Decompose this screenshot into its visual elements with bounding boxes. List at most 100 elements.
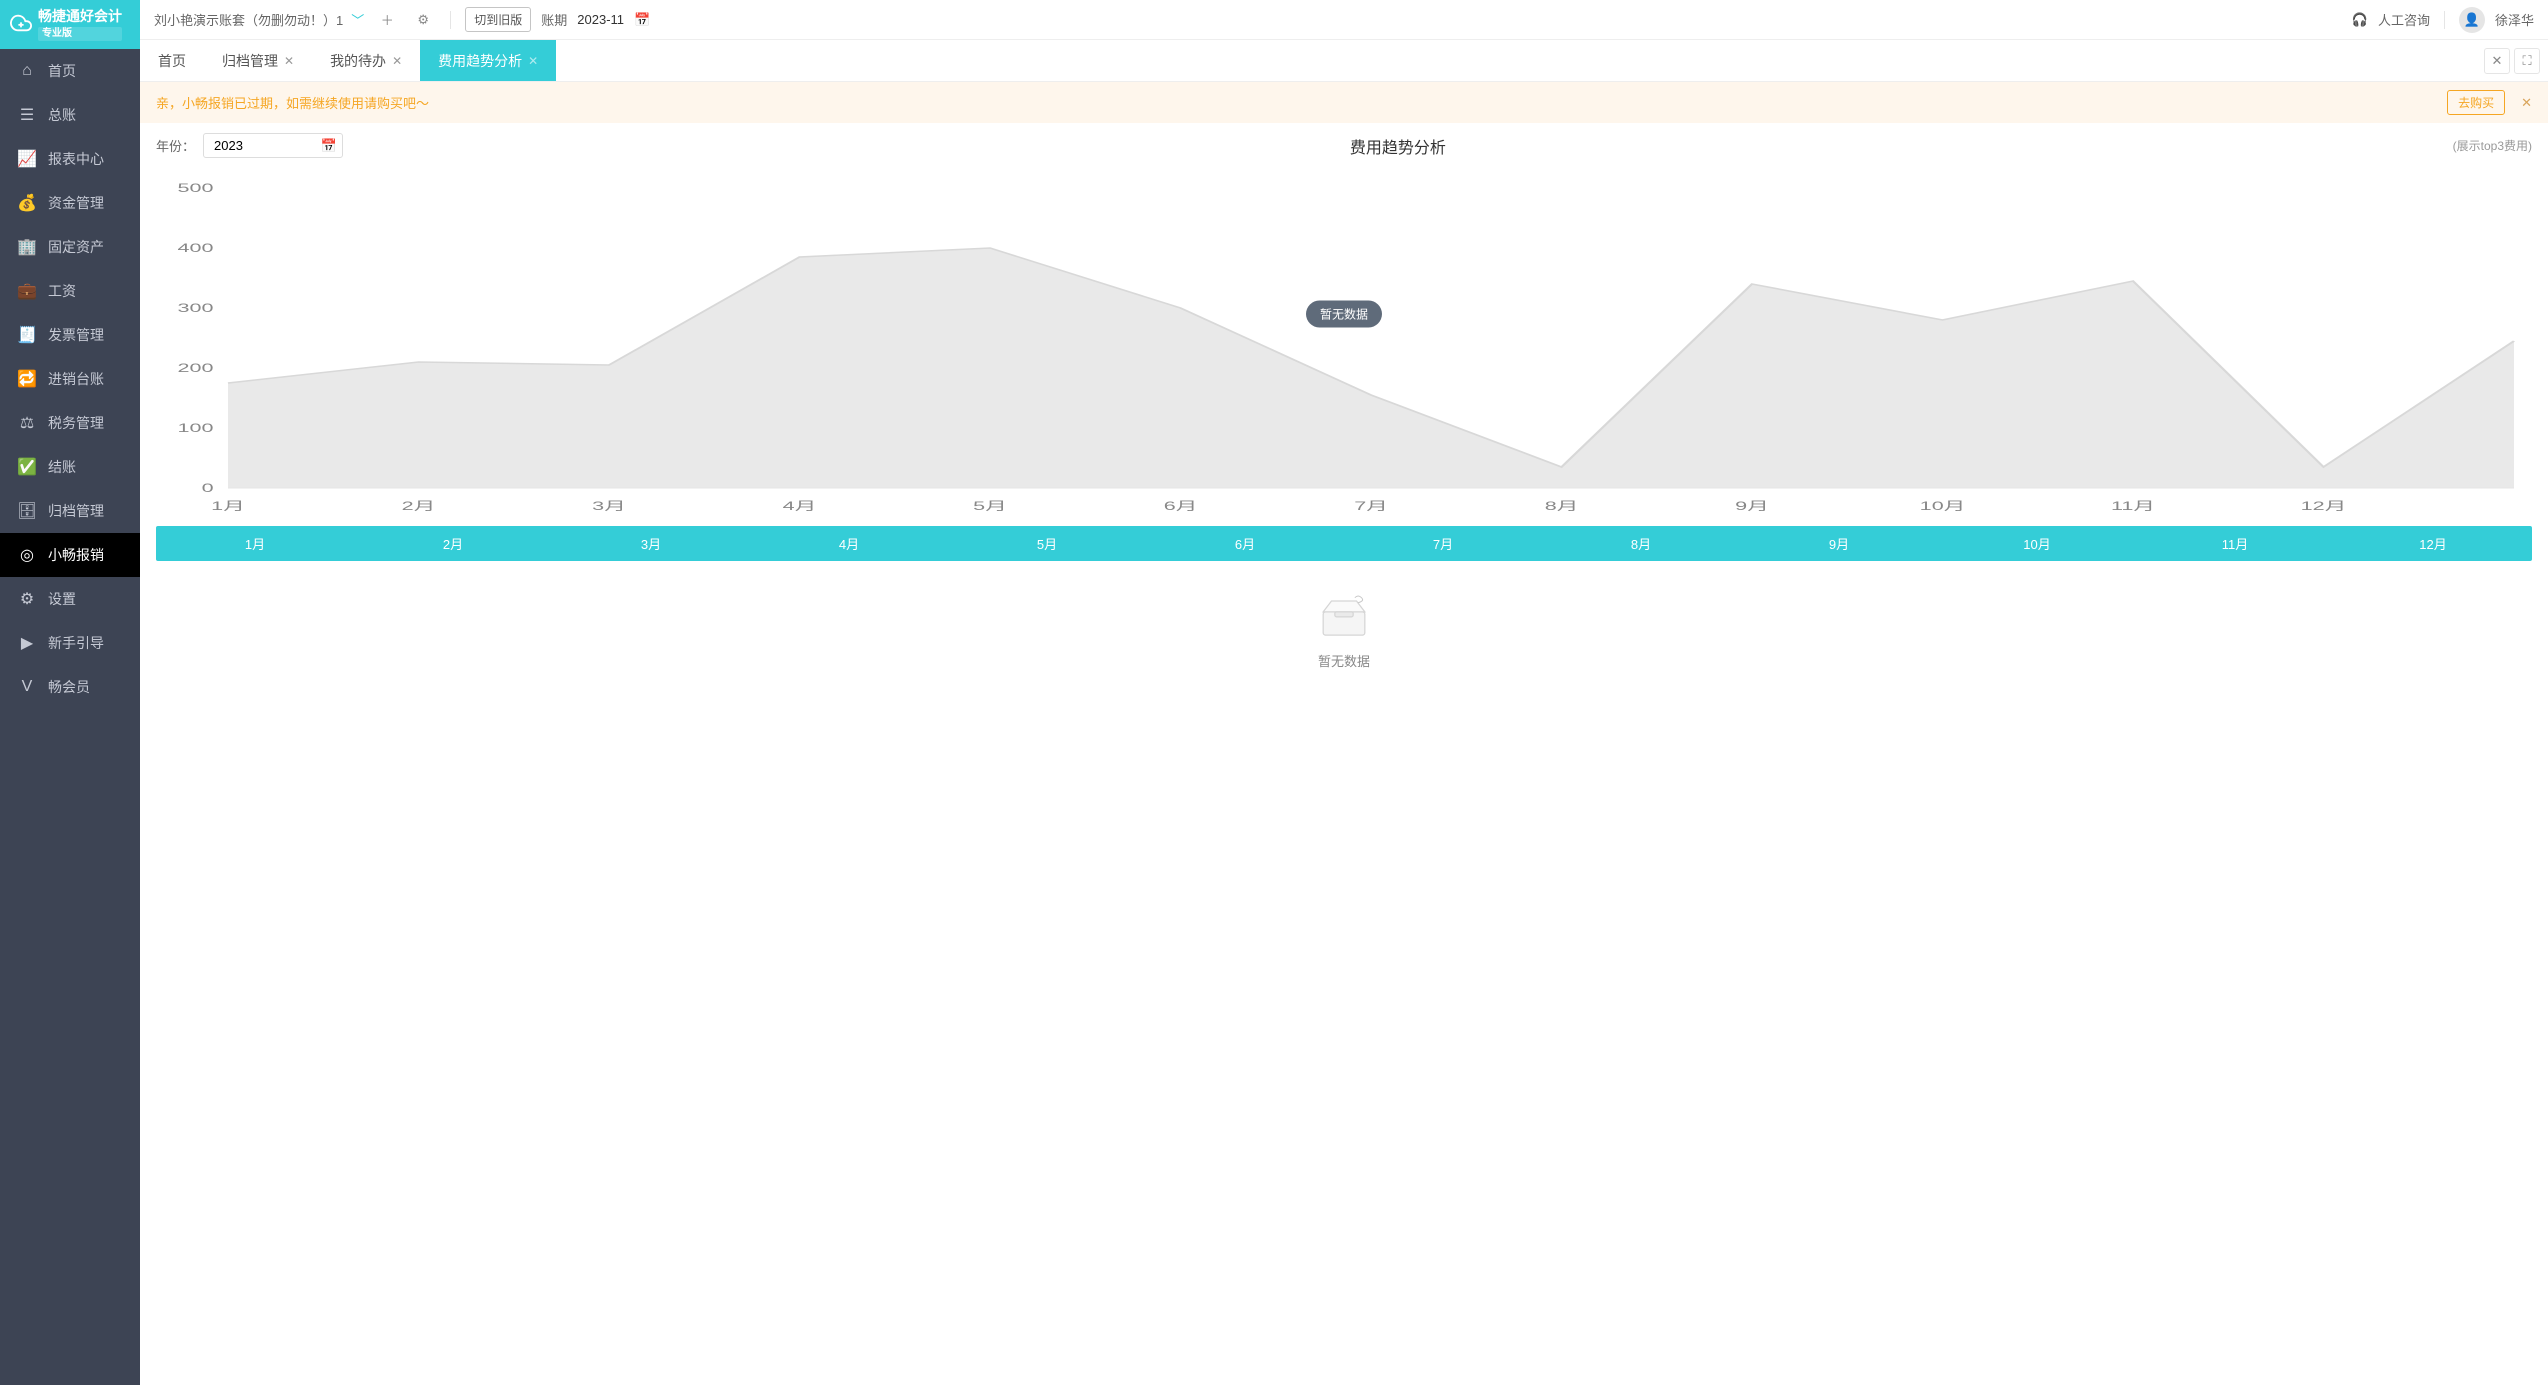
expand-icon: ⛶ (2522, 53, 2531, 69)
settings-icon: ⚙ (18, 590, 36, 608)
month-cell[interactable]: 11月 (2136, 526, 2334, 561)
account-selector[interactable]: 刘小艳演示账套（勿删勿动！）1 ﹀ (154, 10, 364, 29)
add-account-button[interactable]: ＋ (374, 7, 400, 33)
period-value[interactable]: 2023-11 (577, 12, 624, 27)
logo-text: 畅捷通好会计 (38, 8, 122, 25)
month-cell[interactable]: 10月 (1938, 526, 2136, 561)
sidebar-item-close-book[interactable]: ✅结账 (0, 445, 140, 489)
sidebar-item-label: 报表中心 (48, 149, 104, 169)
month-cell[interactable]: 4月 (750, 526, 948, 561)
sidebar-item-ledger[interactable]: ☰ 总账 (0, 93, 140, 137)
warning-close-button[interactable]: ✕ (2521, 95, 2532, 111)
logo: 畅捷通好会计 专业版 (0, 0, 140, 49)
report-icon: 📈 (18, 150, 36, 168)
sidebar-item-fund[interactable]: 💰资金管理 (0, 181, 140, 225)
sidebar-item-guide[interactable]: ▶新手引导 (0, 621, 140, 665)
vip-icon: V (18, 678, 36, 696)
sidebar-item-home[interactable]: ⌂ 首页 (0, 49, 140, 93)
logo-sub: 专业版 (38, 27, 122, 41)
sidebar-item-label: 首页 (48, 61, 76, 81)
svg-text:400: 400 (178, 241, 214, 255)
sidebar-item-settings[interactable]: ⚙ 设置 (0, 577, 140, 621)
sidebar-item-archive[interactable]: 🗄 归档管理 (0, 489, 140, 533)
svg-text:10月: 10月 (1920, 499, 1966, 513)
tab-close-button[interactable]: ✕ (528, 54, 538, 68)
svg-text:11月: 11月 (2111, 499, 2155, 513)
month-cell[interactable]: 7月 (1344, 526, 1542, 561)
avatar[interactable]: 👤 (2459, 7, 2485, 33)
svg-text:100: 100 (178, 421, 214, 435)
chart: 01002003004005001月2月3月4月5月6月7月8月9月10月11月… (156, 178, 2532, 518)
svg-text:8月: 8月 (1545, 499, 1579, 513)
svg-text:200: 200 (178, 361, 214, 375)
month-cell[interactable]: 3月 (552, 526, 750, 561)
tab[interactable]: 归档管理✕ (204, 40, 312, 81)
tab[interactable]: 费用趋势分析 ✕ (420, 40, 556, 81)
tab[interactable]: 首页 (140, 40, 204, 81)
sidebar-item-inout[interactable]: 🔁 进销台账 (0, 357, 140, 401)
svg-text:6月: 6月 (1164, 499, 1198, 513)
ledger-icon: ☰ (18, 106, 36, 124)
sidebar-item-label: 总账 (48, 105, 76, 125)
sidebar-item-salary[interactable]: 💼工资 (0, 269, 140, 313)
user-name[interactable]: 徐泽华 (2495, 10, 2534, 29)
month-cell[interactable]: 1月 (156, 526, 354, 561)
svg-text:3月: 3月 (592, 499, 626, 513)
svg-text:300: 300 (178, 301, 214, 315)
tab-close-button[interactable]: ✕ (284, 54, 294, 68)
close-icon: ✕ (2521, 95, 2532, 110)
month-cell[interactable]: 8月 (1542, 526, 1740, 561)
account-name: 刘小艳演示账套（勿删勿动！）1 (154, 10, 343, 29)
empty-state: 暂无数据 (156, 561, 2532, 690)
svg-text:0: 0 (202, 481, 214, 495)
month-cell[interactable]: 5月 (948, 526, 1146, 561)
sidebar-item-vip[interactable]: V畅会员 (0, 665, 140, 709)
archive-icon: 🗄 (18, 502, 36, 520)
divider (2444, 11, 2445, 29)
headset-icon: 🎧 (2352, 12, 2368, 28)
sidebar-item-label: 发票管理 (48, 325, 104, 345)
sidebar-item-report[interactable]: 📈 报表中心 (0, 137, 140, 181)
warning-text: 亲，小畅报销已过期，如需继续使用请购买吧～ (156, 93, 429, 112)
support-link[interactable]: 人工咨询 (2378, 10, 2430, 29)
svg-text:4月: 4月 (783, 499, 817, 513)
period-label: 账期 (541, 10, 567, 29)
svg-text:2月: 2月 (402, 499, 436, 513)
month-cell[interactable]: 9月 (1740, 526, 1938, 561)
old-version-button[interactable]: 切到旧版 (465, 7, 531, 32)
sidebar-item-label: 归档管理 (48, 501, 104, 521)
gear-icon: ⚙ (417, 12, 429, 28)
month-cell[interactable]: 6月 (1146, 526, 1344, 561)
tab-label: 费用趋势分析 (438, 51, 522, 71)
calendar-icon[interactable]: 📅 (634, 12, 650, 28)
svg-text:5月: 5月 (973, 499, 1007, 513)
sidebar-item-label: 进销台账 (48, 369, 104, 389)
svg-text:1月: 1月 (211, 499, 245, 513)
year-label: 年份： (156, 136, 195, 155)
asset-icon: 🏢 (18, 238, 36, 256)
tab-label: 首页 (158, 51, 186, 71)
buy-button[interactable]: 去购买 (2447, 90, 2505, 115)
month-cell[interactable]: 12月 (2334, 526, 2532, 561)
tab-close-button[interactable]: ✕ (392, 54, 402, 68)
sidebar-item-expense[interactable]: ◎小畅报销 (0, 533, 140, 577)
sidebar-item-label: 结账 (48, 457, 76, 477)
sidebar-item-label: 设置 (48, 589, 76, 609)
plus-icon: ＋ (381, 10, 394, 29)
area-chart-svg: 01002003004005001月2月3月4月5月6月7月8月9月10月11月… (156, 178, 2532, 518)
sidebar-item-label: 小畅报销 (48, 545, 104, 565)
home-icon: ⌂ (18, 62, 36, 80)
close-tabs-button[interactable]: ✕ (2484, 48, 2510, 74)
content: 年份： 📅 费用趋势分析 (展示top3费用) 0100200300400500… (140, 123, 2548, 1385)
month-selector: 1月2月3月4月5月6月7月8月9月10月11月12月 (156, 526, 2532, 561)
settings-quick-button[interactable]: ⚙ (410, 7, 436, 33)
inout-icon: 🔁 (18, 370, 36, 388)
sidebar-item-label: 工资 (48, 281, 76, 301)
sidebar-item-asset[interactable]: 🏢固定资产 (0, 225, 140, 269)
tab[interactable]: 我的待办✕ (312, 40, 420, 81)
calendar-icon[interactable]: 📅 (321, 138, 337, 154)
sidebar-item-invoice[interactable]: 🧾发票管理 (0, 313, 140, 357)
sidebar-item-tax[interactable]: ⚖税务管理 (0, 401, 140, 445)
fullscreen-button[interactable]: ⛶ (2514, 48, 2540, 74)
month-cell[interactable]: 2月 (354, 526, 552, 561)
